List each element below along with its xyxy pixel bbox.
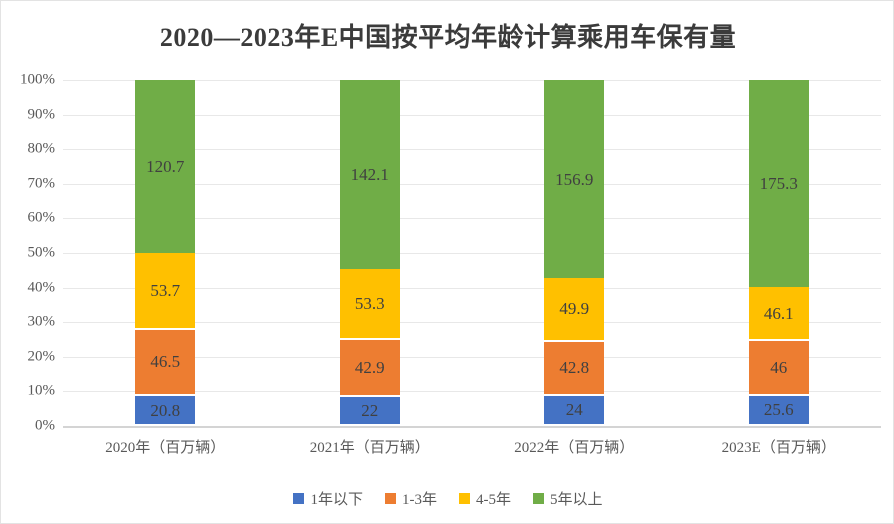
bar-segment[interactable]: 25.6 <box>748 395 809 426</box>
bar-data-label: 46.5 <box>150 352 181 372</box>
x-axis-tick-label: 2020年（百万辆） <box>105 440 226 456</box>
bar-group[interactable]: 22 42.9 53.3 142.1 <box>339 80 400 426</box>
x-axis-tick-label: 2022年（百万辆） <box>514 440 635 456</box>
legend-label: 1年以下 <box>310 492 363 508</box>
legend-color-swatch <box>533 493 544 504</box>
gridline <box>63 149 881 151</box>
bar-group[interactable]: 20.8 46.5 53.7 120.7 <box>135 80 196 426</box>
y-axis-tick-label: 0% <box>35 417 55 434</box>
y-axis-tick-label: 40% <box>27 279 56 296</box>
bar-data-label: 120.7 <box>146 156 185 176</box>
bar-group[interactable]: 24 42.8 49.9 156.9 <box>544 80 605 426</box>
bar-segment[interactable]: 20.8 <box>135 396 196 426</box>
bar-data-label: 42.9 <box>354 357 385 377</box>
bar-segment[interactable]: 46.1 <box>748 287 809 342</box>
bar-data-label: 25.6 <box>763 400 794 420</box>
bar-segment[interactable]: 53.3 <box>339 268 400 340</box>
bar-data-label: 142.1 <box>350 164 389 184</box>
bar-data-label: 156.9 <box>555 169 594 189</box>
x-axis-tick-label: 2021年（百万辆） <box>309 440 430 456</box>
legend-label: 5年以上 <box>550 492 603 508</box>
bar-data-label: 53.3 <box>354 293 385 313</box>
y-axis: 100% 90% 80% 70% 60% 50% 40% 30% 20% 10% 0% <box>1 72 894 434</box>
bar-segment[interactable]: 142.1 <box>339 80 400 269</box>
bar-segment[interactable]: 175.3 <box>748 80 809 288</box>
plot-area: 20.8 46.5 53.7 120.7 22 42.9 53.3 142.1 24 42.8 49… <box>63 80 881 428</box>
legend-color-swatch <box>385 493 396 504</box>
y-axis-tick-label: 90% <box>27 106 56 123</box>
bar-segment[interactable]: 53.7 <box>135 252 196 330</box>
bar-data-label: 53.7 <box>150 280 181 300</box>
legend-color-swatch <box>293 493 305 504</box>
bar-segment[interactable]: 120.7 <box>135 80 196 253</box>
chart-title: 2020—2023年E中国按平均年龄计算乘用车保有量 <box>159 23 737 52</box>
bar-data-label: 49.9 <box>559 299 590 319</box>
y-axis-tick-label: 60% <box>27 209 56 226</box>
legend-label: 1-3年 <box>402 492 437 508</box>
legend-item[interactable]: 4-5年 <box>459 488 511 509</box>
bar-segment[interactable]: 22 <box>339 396 400 426</box>
legend-label: 4-5年 <box>476 492 511 508</box>
legend-color-swatch <box>459 493 470 504</box>
bar-segment[interactable]: 42.9 <box>339 339 400 397</box>
gridline <box>63 114 881 116</box>
gridline <box>63 80 881 81</box>
chart-legend: 1年以下 1-3年 4-5年 5年以上 <box>1 488 894 509</box>
y-axis-tick-label: 10% <box>27 382 56 399</box>
legend-item[interactable]: 5年以上 <box>533 488 603 509</box>
bar-data-label: 175.3 <box>759 174 798 194</box>
y-axis-tick-label: 30% <box>27 313 56 330</box>
x-axis: 2020年（百万辆） 2021年（百万辆） 2022年（百万辆） 2023E（百万辆） <box>63 436 881 462</box>
y-axis-tick-label: 100% <box>20 71 55 88</box>
bar-group[interactable]: 25.6 46 46.1 175.3 <box>748 80 809 426</box>
bar-segment[interactable]: 46 <box>748 341 809 396</box>
bar-segment[interactable]: 24 <box>544 395 605 426</box>
y-axis-tick-label: 20% <box>27 348 56 365</box>
bar-data-label: 24 <box>565 400 583 420</box>
legend-item[interactable]: 1-3年 <box>385 488 437 509</box>
gridline <box>63 218 881 220</box>
gridline <box>63 287 881 289</box>
gridline <box>63 253 881 254</box>
y-axis-tick-label: 70% <box>27 175 56 192</box>
axis-baseline <box>63 426 881 428</box>
y-axis-tick-label: 50% <box>27 244 56 261</box>
bar-segment[interactable]: 49.9 <box>544 278 605 342</box>
bar-segment[interactable]: 46.5 <box>135 329 196 397</box>
bar-data-label: 22 <box>361 400 379 420</box>
legend-item[interactable]: 1年以下 <box>293 488 363 509</box>
gridline <box>63 322 881 324</box>
bar-data-label: 46.1 <box>763 303 794 323</box>
gridline <box>63 183 881 185</box>
bar-segment[interactable]: 42.8 <box>544 341 605 396</box>
bar-data-label: 20.8 <box>150 400 181 420</box>
bar-data-label: 46 <box>770 358 788 378</box>
y-axis-tick-label: 80% <box>27 140 56 157</box>
gridline <box>63 356 881 358</box>
gridline <box>63 391 881 393</box>
x-axis-tick-label: 2023E（百万辆） <box>721 440 836 456</box>
bar-segment[interactable]: 156.9 <box>544 80 605 279</box>
bar-data-label: 42.8 <box>559 358 590 378</box>
